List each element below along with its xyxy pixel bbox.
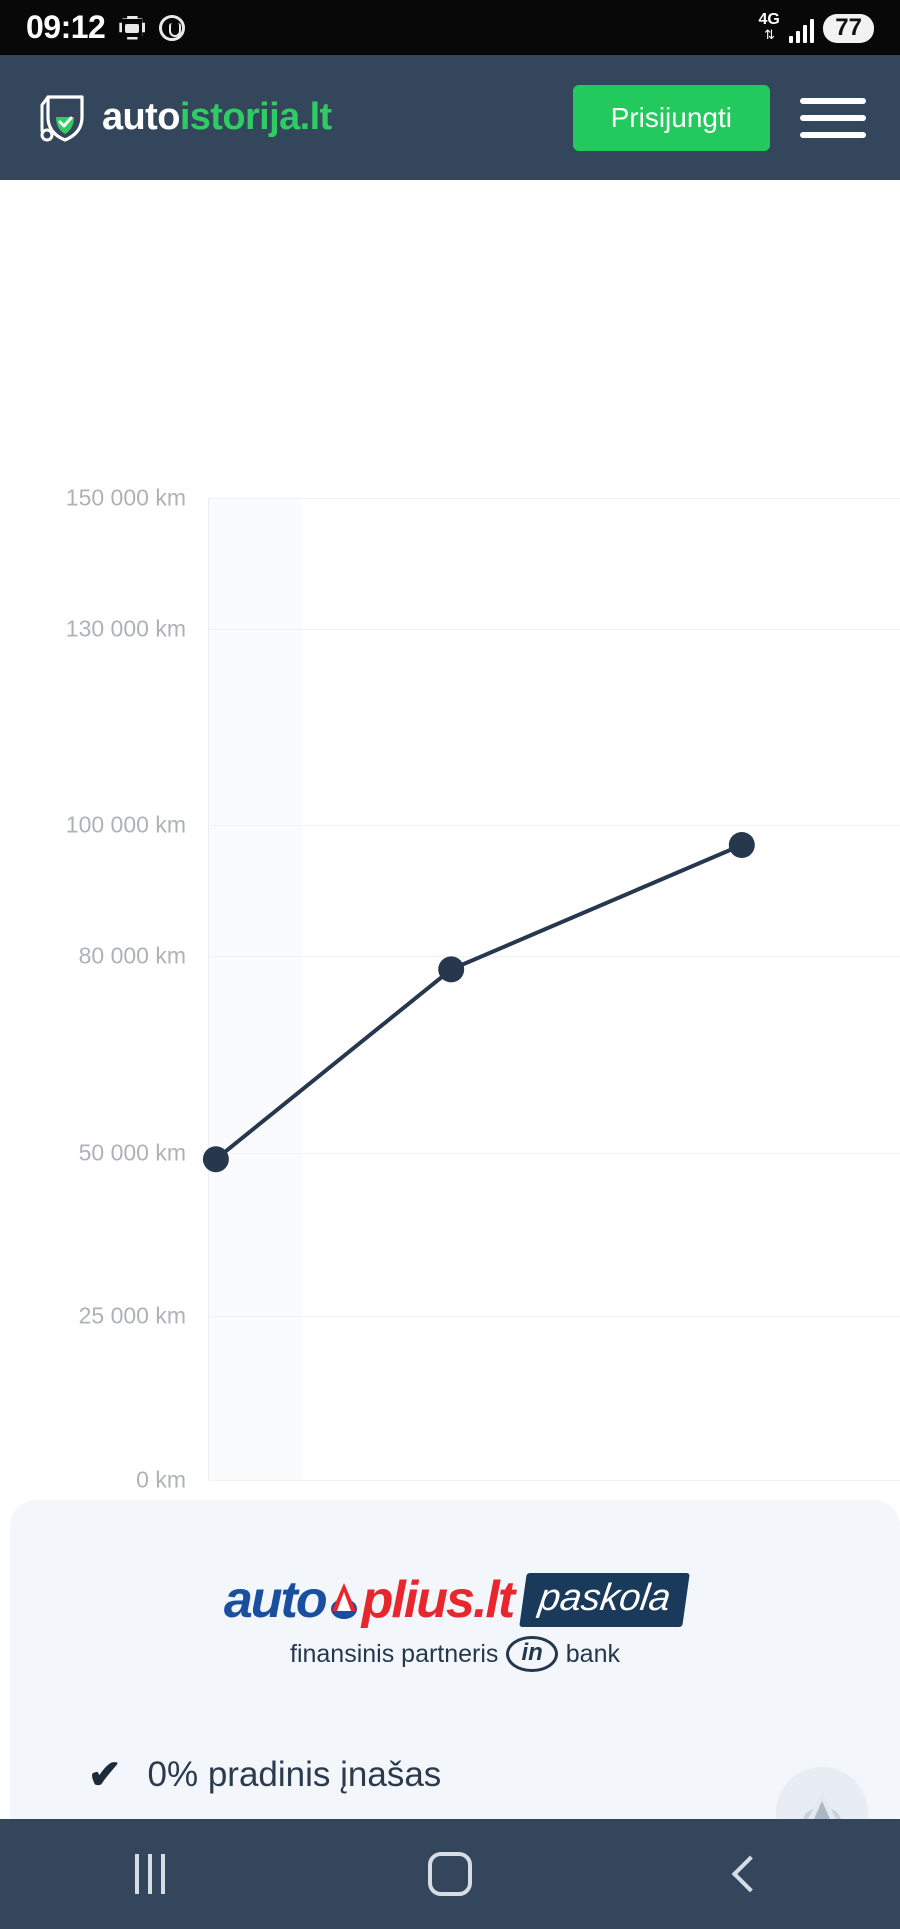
chart-gridline — [209, 956, 900, 958]
finance-partner-line: finansinis partneris in bank — [290, 1636, 620, 1672]
chart-gridline — [209, 1152, 900, 1154]
chart-y-tick-label: 150 000 km — [65, 484, 186, 511]
chart-line-series — [202, 832, 755, 1173]
brand-name: autoistorija.lt — [102, 96, 332, 139]
promo-feature-row: ✔ 0% pradinis įnašas — [88, 1755, 441, 1795]
inbank-badge: in — [506, 1636, 558, 1672]
promo-card[interactable]: auto plius.lt paskola finansinis partner… — [10, 1500, 900, 1840]
status-bar: 09:12 4G ⇅ 77 — [0, 0, 900, 55]
recents-icon — [135, 1854, 165, 1894]
chart-y-tick-label: 0 km — [136, 1466, 186, 1493]
chart-y-tick-label: 100 000 km — [65, 811, 186, 838]
brand-name-accent: istorija.lt — [179, 96, 332, 138]
chart-line-path — [213, 843, 744, 1162]
brand-name-primary: auto — [102, 96, 180, 138]
partner-prefix-text: finansinis partneris — [290, 1639, 499, 1668]
check-icon: ✔ — [88, 1753, 122, 1797]
battery-indicator: 77 — [823, 13, 874, 43]
chart-gridline — [209, 628, 900, 630]
network-type-icon: 4G ⇅ — [758, 11, 780, 42]
chart-y-tick-label: 80 000 km — [78, 942, 186, 969]
page-content: 0 km 25 000 km 50 000 km 80 000 km 100 000 k… — [0, 180, 900, 1608]
chart-plot-area[interactable] — [202, 498, 900, 1481]
logo-auto-text: auto — [223, 1571, 328, 1629]
promo-feature-text: 0% pradinis įnašas — [147, 1755, 442, 1794]
hamburger-menu-icon[interactable] — [800, 97, 866, 138]
partner-bank-text: bank — [565, 1639, 620, 1668]
signal-strength-icon — [788, 17, 815, 43]
chart-gridline — [209, 498, 900, 499]
chart-y-tick-label: 50 000 km — [78, 1139, 186, 1166]
app-header: autoistorija.lt Prisijungti — [0, 55, 900, 180]
viber-icon — [159, 14, 186, 41]
android-nav-bar — [0, 1819, 900, 1929]
mileage-chart[interactable]: 0 km 25 000 km 50 000 km 80 000 km 100 000 k… — [0, 180, 900, 1542]
nav-home-button[interactable] — [375, 1819, 525, 1929]
chart-gridline — [209, 1480, 900, 1481]
home-icon — [428, 1852, 472, 1896]
chart-data-point[interactable] — [438, 956, 465, 983]
status-bar-right: 4G ⇅ 77 — [758, 12, 874, 43]
shield-check-icon — [40, 94, 84, 142]
logo-paskola-badge: paskola — [519, 1573, 690, 1627]
chart-y-tick-label: 25 000 km — [78, 1302, 186, 1329]
chart-data-point[interactable] — [202, 1146, 229, 1173]
logo-plius-text: plius.lt — [361, 1571, 516, 1629]
data-transfer-arrows-icon: ⇅ — [764, 27, 775, 42]
autoplius-logo-row: auto plius.lt paskola — [223, 1570, 690, 1630]
chart-gridline — [209, 1316, 900, 1318]
screen-capture-icon — [119, 16, 145, 40]
chart-y-tick-label: 130 000 km — [65, 615, 186, 642]
autoplius-logo: auto plius.lt paskola finansinis partner… — [10, 1570, 900, 1672]
chart-gridline — [209, 825, 900, 827]
nav-recents-button[interactable] — [75, 1819, 225, 1929]
status-clock: 09:12 — [26, 9, 106, 45]
brand-logo[interactable]: autoistorija.lt — [34, 91, 332, 145]
status-bar-left: 09:12 — [26, 9, 186, 46]
login-button[interactable]: Prisijungti — [572, 84, 770, 151]
autoplius-mark-icon — [330, 1583, 357, 1619]
back-icon — [731, 1855, 769, 1893]
chart-data-point[interactable] — [728, 832, 755, 858]
nav-back-button[interactable] — [675, 1819, 825, 1929]
